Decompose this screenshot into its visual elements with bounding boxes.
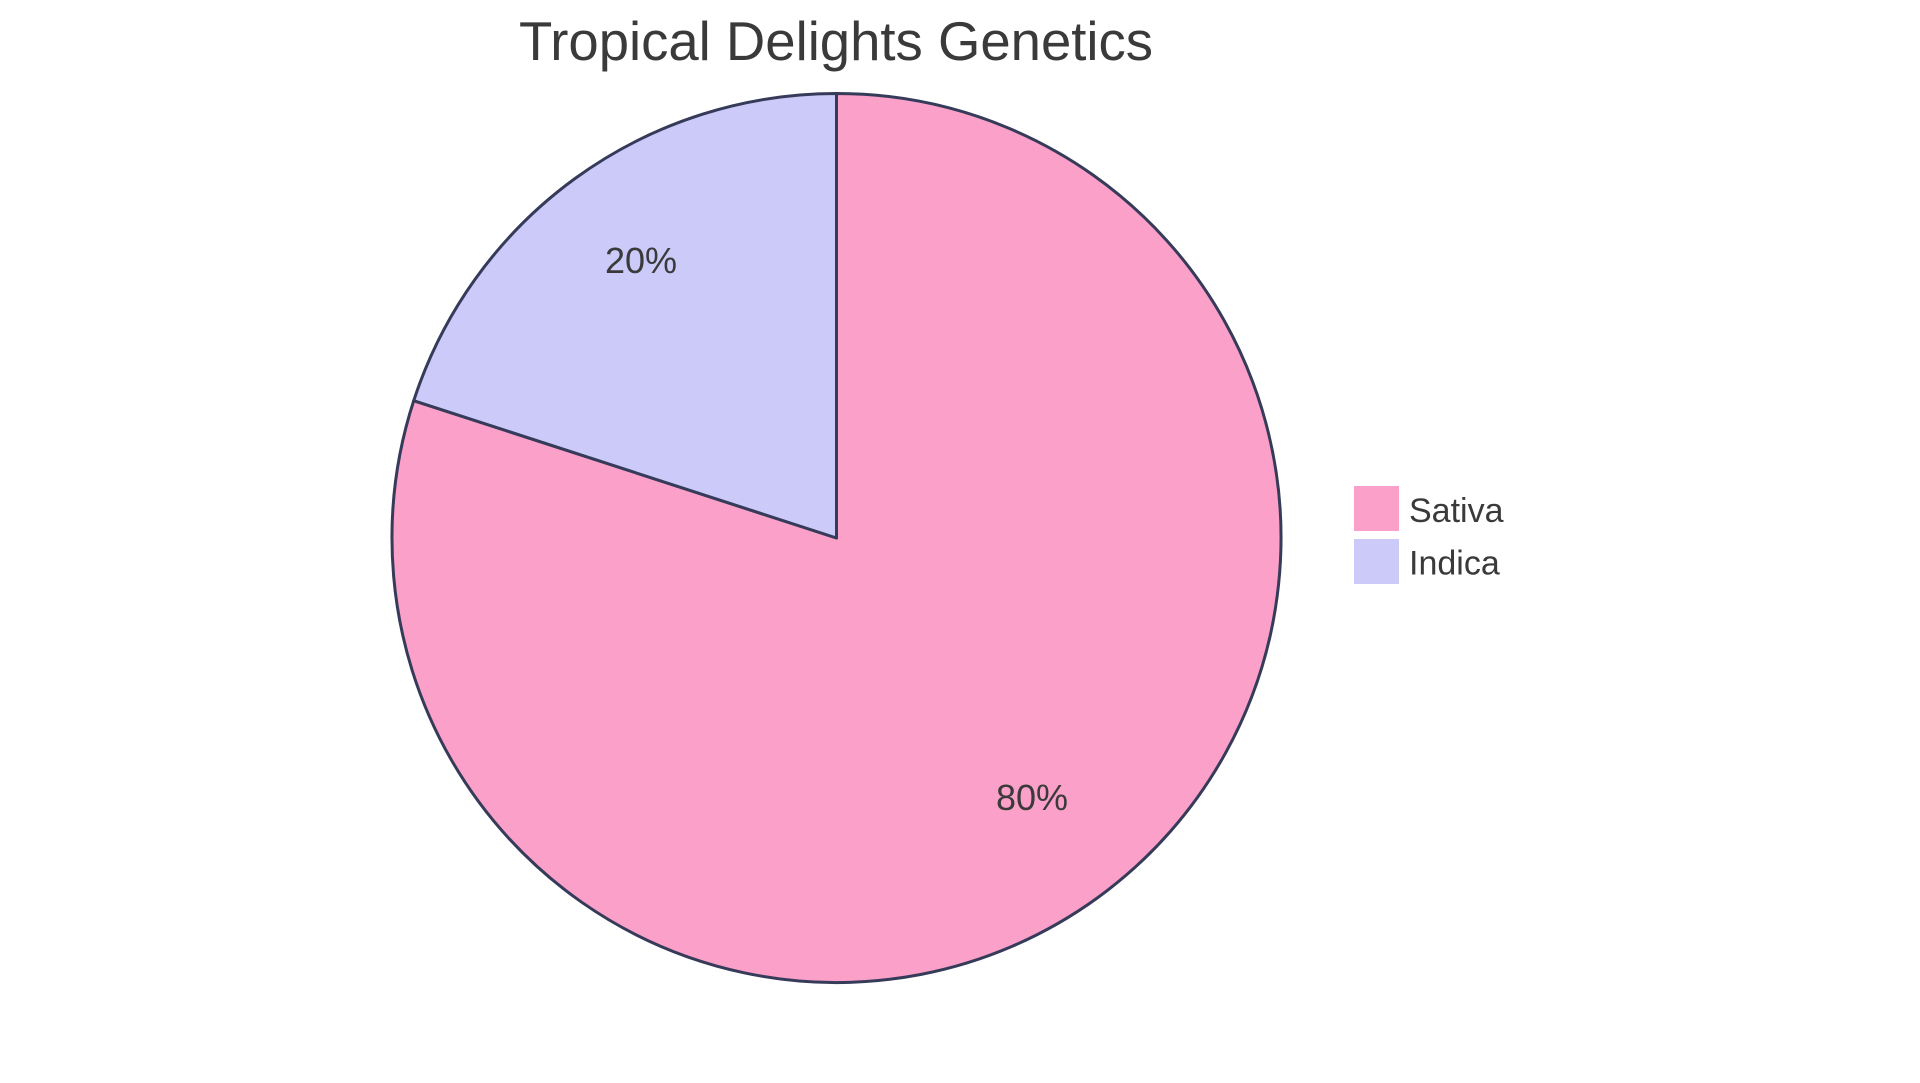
svg-text:Tropical Delights Genetics: Tropical Delights Genetics [519, 10, 1153, 72]
svg-text:Sativa: Sativa [1409, 492, 1504, 530]
svg-text:20%: 20% [605, 240, 677, 281]
svg-text:80%: 80% [996, 777, 1068, 818]
svg-text:Indica: Indica [1409, 545, 1500, 583]
